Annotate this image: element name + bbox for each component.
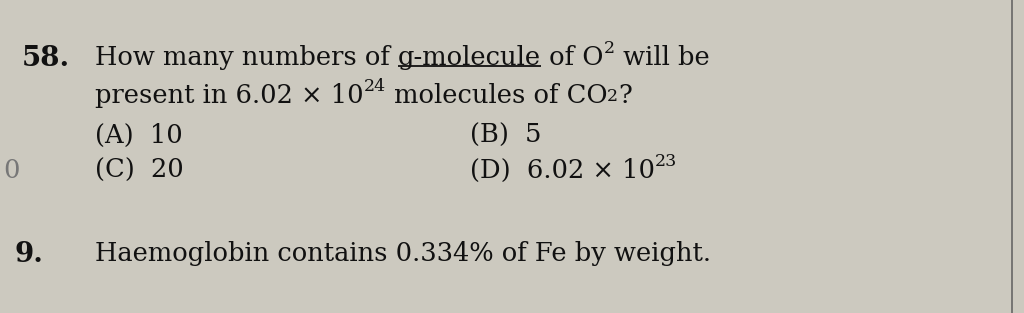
- Text: of O: of O: [541, 45, 603, 70]
- Text: will be: will be: [614, 45, 710, 70]
- Text: Haemoglobin contains 0.334% of Fe by weight.: Haemoglobin contains 0.334% of Fe by wei…: [95, 241, 711, 266]
- Text: How many numbers of: How many numbers of: [95, 45, 398, 70]
- Text: (D)  6.02 × 10: (D) 6.02 × 10: [470, 158, 655, 183]
- Text: 23: 23: [655, 153, 677, 170]
- Text: 24: 24: [364, 78, 386, 95]
- Text: 0: 0: [3, 158, 19, 183]
- Text: 58.: 58.: [22, 45, 70, 72]
- Text: 9.: 9.: [14, 241, 43, 268]
- Text: 2: 2: [603, 40, 614, 57]
- Text: molecules of CO: molecules of CO: [386, 83, 607, 108]
- Text: present in 6.02 × 10: present in 6.02 × 10: [95, 83, 364, 108]
- Text: (C)  20: (C) 20: [95, 158, 183, 183]
- Text: g-molecule: g-molecule: [398, 45, 541, 70]
- Text: ?: ?: [618, 83, 632, 108]
- Text: (A)  10: (A) 10: [95, 123, 182, 148]
- Text: (B)  5: (B) 5: [470, 123, 542, 148]
- Text: 2: 2: [607, 88, 618, 105]
